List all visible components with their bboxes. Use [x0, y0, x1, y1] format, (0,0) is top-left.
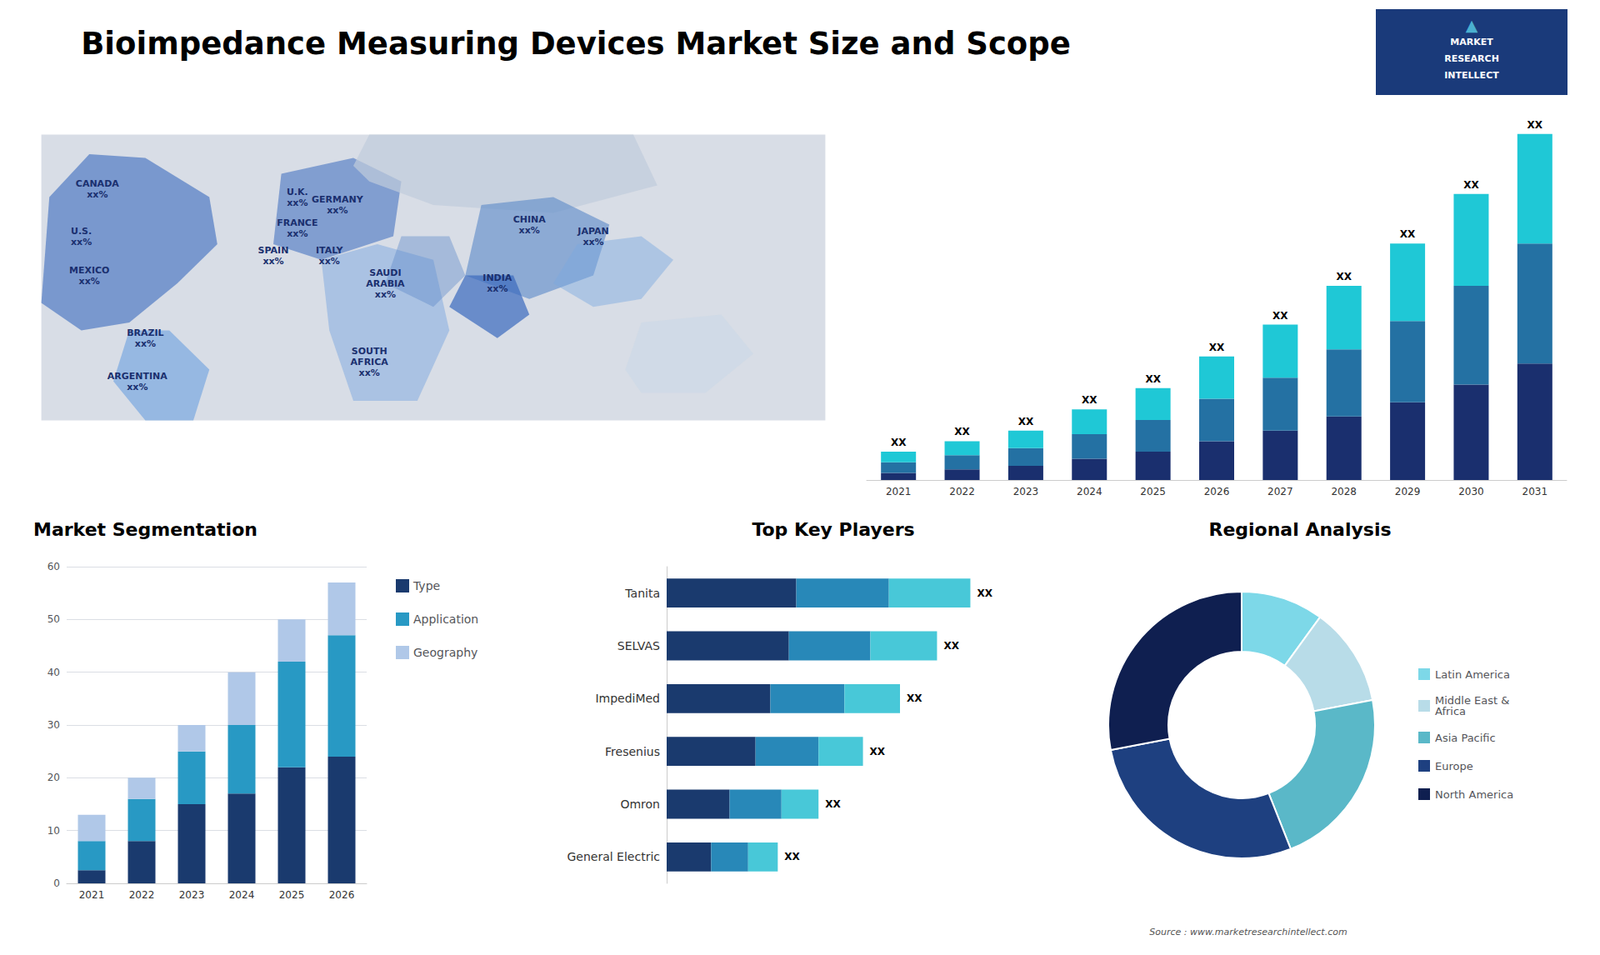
svg-text:ARABIA: ARABIA — [365, 278, 405, 290]
svg-text:Latin America: Latin America — [1435, 668, 1510, 681]
svg-text:2021: 2021 — [885, 485, 912, 498]
svg-text:40: 40 — [47, 666, 60, 679]
svg-text:XX: XX — [1018, 415, 1035, 428]
svg-text:XX: XX — [825, 798, 841, 810]
svg-text:U.K.: U.K. — [286, 186, 309, 198]
svg-text:XX: XX — [1527, 119, 1544, 131]
svg-text:▲: ▲ — [1465, 15, 1479, 35]
svg-text:10: 10 — [47, 825, 60, 837]
svg-text:AFRICA: AFRICA — [350, 356, 390, 368]
svg-text:Market Segmentation: Market Segmentation — [33, 519, 258, 540]
svg-text:xx%: xx% — [582, 236, 604, 248]
svg-text:2022: 2022 — [129, 889, 155, 901]
svg-text:20: 20 — [47, 771, 60, 784]
svg-text:2026: 2026 — [1204, 485, 1230, 498]
svg-text:XX: XX — [1463, 179, 1480, 191]
svg-text:North America: North America — [1435, 788, 1514, 801]
svg-text:XX: XX — [890, 436, 907, 449]
svg-text:XX: XX — [1272, 310, 1289, 322]
svg-text:2025: 2025 — [1140, 485, 1166, 498]
svg-text:xx%: xx% — [79, 275, 100, 287]
svg-text:SPAIN: SPAIN — [258, 245, 290, 256]
svg-text:RESEARCH: RESEARCH — [1444, 53, 1500, 65]
svg-text:2028: 2028 — [1330, 485, 1357, 498]
svg-text:Middle East &: Middle East & — [1435, 694, 1510, 707]
svg-text:JAPAN: JAPAN — [576, 225, 609, 237]
svg-text:INDIA: INDIA — [482, 272, 513, 284]
svg-text:Europe: Europe — [1435, 760, 1474, 773]
svg-text:Africa: Africa — [1435, 705, 1466, 718]
svg-text:CANADA: CANADA — [75, 178, 120, 190]
svg-text:FRANCE: FRANCE — [276, 217, 318, 229]
svg-text:General Electric: General Electric — [566, 850, 660, 864]
svg-text:xx%: xx% — [70, 236, 92, 248]
svg-text:SAUDI: SAUDI — [369, 267, 401, 279]
svg-text:xx%: xx% — [286, 197, 308, 209]
svg-text:Bioimpedance Measuring Devices: Bioimpedance Measuring Devices Market Si… — [80, 25, 1071, 62]
svg-text:xx%: xx% — [326, 205, 348, 216]
svg-text:GERMANY: GERMANY — [311, 194, 365, 205]
svg-text:XX: XX — [943, 640, 960, 652]
svg-text:2027: 2027 — [1267, 485, 1294, 498]
svg-text:50: 50 — [47, 613, 60, 625]
svg-text:2024: 2024 — [1076, 485, 1103, 498]
svg-text:Asia Pacific: Asia Pacific — [1435, 731, 1496, 745]
svg-text:30: 30 — [47, 719, 60, 731]
svg-text:2021: 2021 — [79, 889, 105, 901]
svg-text:2030: 2030 — [1458, 485, 1485, 498]
svg-text:2029: 2029 — [1395, 485, 1421, 498]
svg-text:xx%: xx% — [262, 255, 284, 267]
svg-text:ImpediMed: ImpediMed — [595, 691, 660, 705]
svg-text:xx%: xx% — [86, 189, 108, 200]
svg-text:xx%: xx% — [375, 289, 396, 300]
svg-text:ARGENTINA: ARGENTINA — [107, 370, 169, 382]
svg-text:2026: 2026 — [329, 889, 355, 901]
svg-text:xx%: xx% — [126, 381, 148, 393]
svg-text:XX: XX — [870, 745, 886, 758]
svg-text:XX: XX — [954, 425, 970, 438]
svg-text:XX: XX — [1209, 341, 1225, 354]
svg-text:Regional Analysis: Regional Analysis — [1208, 519, 1391, 540]
svg-text:Top Key Players: Top Key Players — [751, 519, 915, 540]
svg-text:SELVAS: SELVAS — [617, 639, 660, 653]
svg-text:2025: 2025 — [279, 889, 305, 901]
svg-text:xx%: xx% — [359, 367, 380, 379]
svg-text:MARKET: MARKET — [1450, 36, 1494, 48]
svg-text:Omron: Omron — [620, 797, 660, 811]
svg-text:0: 0 — [53, 877, 60, 890]
svg-text:XX: XX — [1335, 270, 1352, 283]
svg-text:Geography: Geography — [413, 645, 478, 660]
svg-text:XX: XX — [1145, 373, 1161, 385]
svg-text:CHINA: CHINA — [513, 214, 547, 225]
svg-text:2024: 2024 — [229, 889, 255, 901]
svg-text:XX: XX — [906, 692, 923, 705]
svg-text:XX: XX — [1400, 228, 1416, 240]
svg-text:xx%: xx% — [486, 283, 508, 295]
svg-text:INTELLECT: INTELLECT — [1444, 70, 1500, 81]
svg-text:U.S.: U.S. — [70, 225, 92, 237]
svg-text:2023: 2023 — [179, 889, 205, 901]
svg-text:xx%: xx% — [519, 225, 540, 236]
svg-text:XX: XX — [1081, 394, 1098, 406]
svg-text:Source : www.marketresearchint: Source : www.marketresearchintellect.com — [1149, 926, 1347, 938]
svg-text:xx%: xx% — [135, 338, 156, 350]
svg-text:XX: XX — [784, 850, 800, 863]
svg-text:XX: XX — [976, 587, 993, 600]
svg-text:BRAZIL: BRAZIL — [126, 327, 164, 339]
svg-text:Application: Application — [413, 612, 479, 626]
svg-text:SOUTH: SOUTH — [351, 345, 388, 357]
svg-text:60: 60 — [47, 560, 60, 573]
svg-text:xx%: xx% — [286, 228, 308, 240]
svg-text:Type: Type — [412, 579, 440, 593]
svg-text:2031: 2031 — [1522, 485, 1549, 498]
svg-text:Fresenius: Fresenius — [605, 745, 660, 759]
svg-text:Tanita: Tanita — [624, 586, 660, 600]
svg-text:xx%: xx% — [319, 255, 340, 267]
svg-text:2022: 2022 — [949, 485, 975, 498]
svg-text:MEXICO: MEXICO — [69, 265, 110, 276]
svg-text:2023: 2023 — [1013, 485, 1040, 498]
svg-text:ITALY: ITALY — [315, 245, 345, 256]
